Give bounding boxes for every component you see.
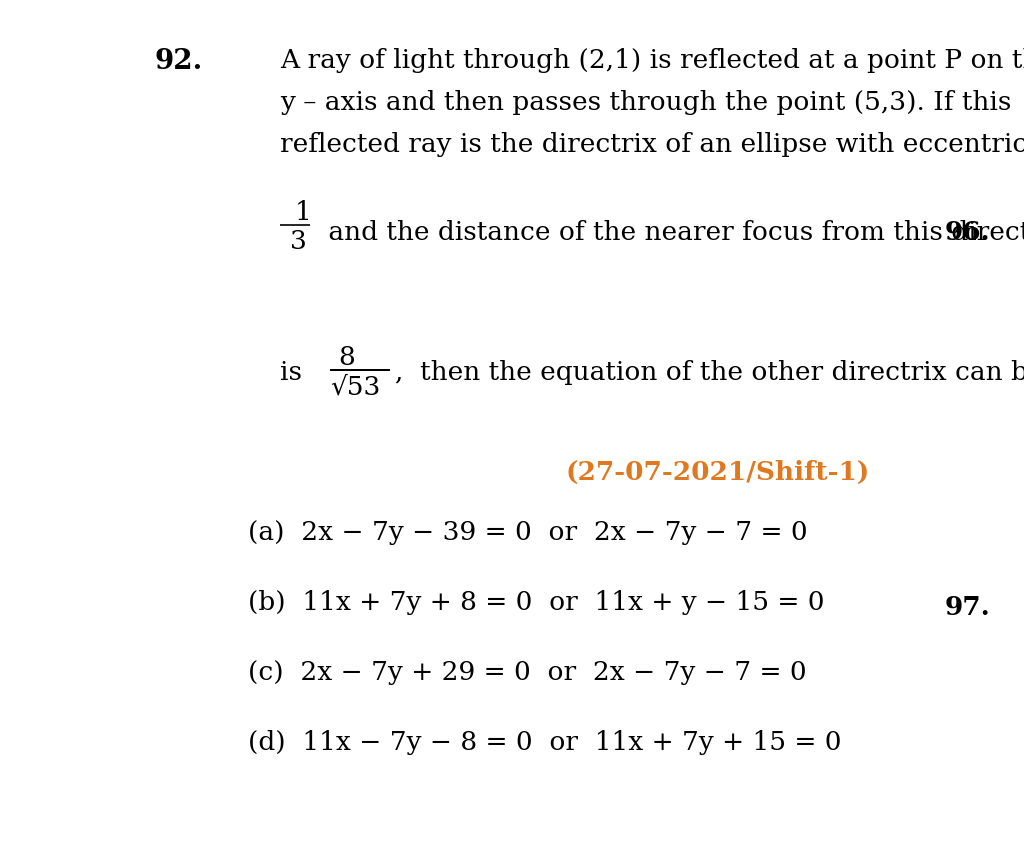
Text: y – axis and then passes through the point (5,3). If this: y – axis and then passes through the poi… [280, 90, 1012, 115]
Text: 1: 1 [295, 200, 311, 225]
Text: 92.: 92. [155, 48, 203, 75]
Text: (27-07-2021/Shift-1): (27-07-2021/Shift-1) [565, 460, 870, 485]
Text: ,  then the equation of the other directrix can be :: , then the equation of the other directr… [395, 360, 1024, 385]
Text: reflected ray is the directrix of an ellipse with eccentricity: reflected ray is the directrix of an ell… [280, 132, 1024, 157]
Text: (a)  2x − 7y − 39 = 0  or  2x − 7y − 7 = 0: (a) 2x − 7y − 39 = 0 or 2x − 7y − 7 = 0 [248, 519, 808, 544]
Text: (c)  2x − 7y + 29 = 0  or  2x − 7y − 7 = 0: (c) 2x − 7y + 29 = 0 or 2x − 7y − 7 = 0 [248, 660, 807, 684]
Text: 3: 3 [290, 229, 307, 254]
Text: and the distance of the nearer focus from this directrix: and the distance of the nearer focus fro… [319, 220, 1024, 245]
Text: 96.: 96. [944, 220, 990, 245]
Text: A ray of light through (2,1) is reflected at a point P on the: A ray of light through (2,1) is reflecte… [280, 48, 1024, 73]
Text: (b)  11x + 7y + 8 = 0  or  11x + y − 15 = 0: (b) 11x + 7y + 8 = 0 or 11x + y − 15 = 0 [248, 589, 824, 614]
Text: 8: 8 [338, 344, 354, 369]
Text: (d)  11x − 7y − 8 = 0  or  11x + 7y + 15 = 0: (d) 11x − 7y − 8 = 0 or 11x + 7y + 15 = … [248, 729, 842, 754]
Text: 97.: 97. [944, 594, 990, 619]
Text: √53: √53 [330, 375, 380, 400]
Text: is: is [280, 360, 302, 385]
